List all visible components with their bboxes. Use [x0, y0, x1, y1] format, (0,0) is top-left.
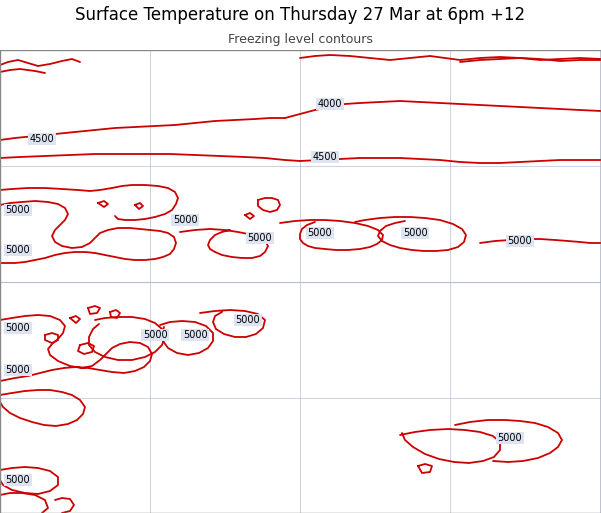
Text: 5000: 5000 — [308, 228, 332, 238]
Text: 5000: 5000 — [5, 205, 30, 215]
Text: 5000: 5000 — [5, 365, 30, 375]
Text: 5000: 5000 — [5, 323, 30, 333]
Text: 5000: 5000 — [236, 315, 260, 325]
Text: 5000: 5000 — [142, 330, 167, 340]
Text: 4500: 4500 — [29, 134, 54, 144]
Text: 5000: 5000 — [498, 433, 522, 443]
Text: 4000: 4000 — [318, 99, 342, 109]
Text: 5000: 5000 — [508, 236, 532, 246]
Text: 5000: 5000 — [5, 245, 30, 255]
Text: 4500: 4500 — [313, 152, 337, 162]
Text: 5000: 5000 — [248, 233, 272, 243]
Text: 5000: 5000 — [5, 475, 30, 485]
Text: 5000: 5000 — [172, 215, 197, 225]
Text: 5000: 5000 — [183, 330, 207, 340]
Text: Freezing level contours: Freezing level contours — [228, 32, 373, 46]
Text: 5000: 5000 — [403, 228, 427, 238]
Text: Surface Temperature on Thursday 27 Mar at 6pm +12: Surface Temperature on Thursday 27 Mar a… — [76, 6, 525, 24]
